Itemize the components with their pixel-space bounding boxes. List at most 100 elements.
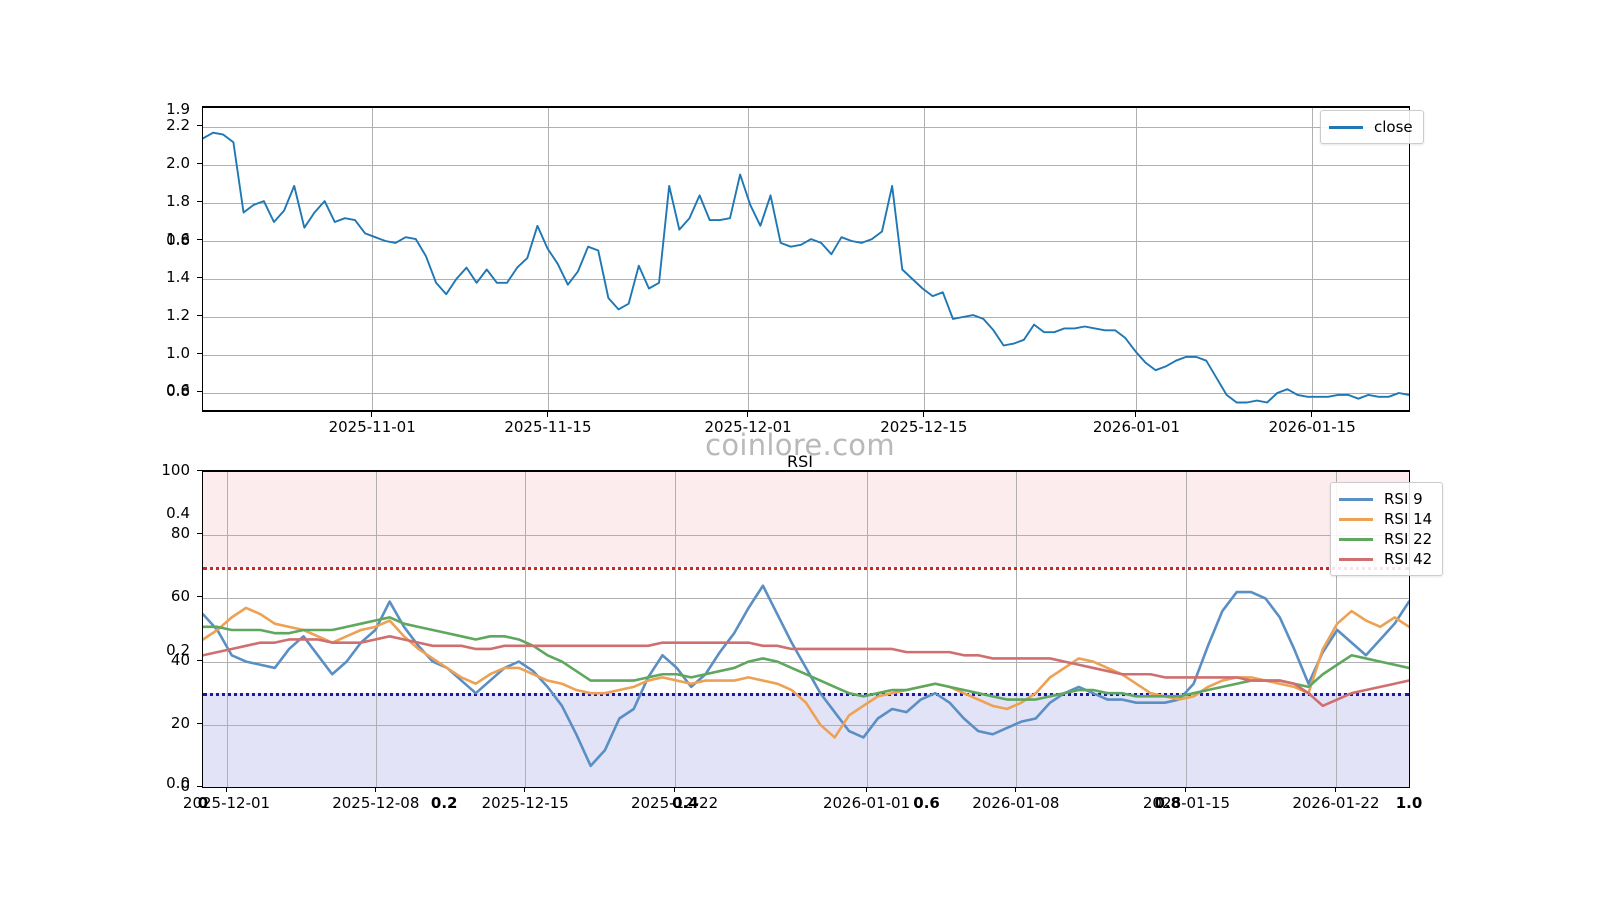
rsi-legend[interactable]: RSI 9 RSI 14 RSI 22 RSI 42 <box>1330 482 1444 576</box>
series-line <box>203 133 1409 403</box>
legend-line-swatch <box>1339 537 1373 541</box>
x-axis-tick-label: 2025-12-01 <box>704 418 792 436</box>
price-legend[interactable]: close <box>1320 110 1424 144</box>
gridline-vertical <box>1015 472 1017 787</box>
x-axis-tick-label: 2026-01-15 <box>1268 418 1356 436</box>
y-axis-tick-mark <box>197 125 202 126</box>
legend-line-swatch <box>1329 125 1363 129</box>
gridline-horizontal <box>203 661 1409 663</box>
gridline-vertical <box>1136 108 1138 410</box>
y-axis-tick-mark <box>197 239 202 240</box>
legend-item[interactable]: close <box>1329 117 1413 137</box>
series-line <box>203 586 1409 766</box>
x-axis-tick-mark <box>1311 412 1313 417</box>
rsi-chart-title: RSI <box>787 452 813 471</box>
y-axis-tick-mark <box>197 391 202 392</box>
x-axis-tick-mark <box>225 787 227 792</box>
gridline-vertical <box>923 108 925 410</box>
y-axis-tick-label: 1.9 <box>166 99 190 118</box>
x-axis-tick-mark <box>371 412 373 417</box>
gridline-horizontal <box>203 535 1409 537</box>
y-axis-tick-label: 0.8 <box>166 230 190 249</box>
oversold-band <box>203 693 1409 787</box>
legend-item[interactable]: RSI 14 <box>1339 509 1432 529</box>
y-axis-tick-label: 0.2 <box>166 641 190 660</box>
rsi-chart-panel <box>202 470 1410 788</box>
x-axis-tick-label: 2025-12-15 <box>481 794 569 812</box>
x-axis-tick-mark <box>374 787 376 792</box>
y-axis-tick-mark <box>197 786 202 787</box>
x-axis-tick-label: 2025-11-15 <box>504 418 592 436</box>
x-axis-tick-label: 0.6 <box>913 794 940 812</box>
gridline-vertical <box>547 108 549 410</box>
legend-line-swatch <box>1339 517 1373 521</box>
overbought-band <box>203 472 1409 567</box>
y-axis-tick-label: 40 <box>170 650 190 669</box>
y-axis-tick-mark <box>197 596 202 598</box>
x-axis-tick-label: 2025-11-01 <box>328 418 416 436</box>
x-axis-tick-mark <box>865 787 867 792</box>
y-axis-tick-label: 1.0 <box>166 344 190 362</box>
y-axis-tick-mark <box>197 353 202 354</box>
legend-item[interactable]: RSI 22 <box>1339 529 1432 549</box>
x-axis-tick-mark <box>922 412 924 417</box>
x-axis-tick-label: 0 <box>197 794 209 812</box>
y-axis-tick-mark <box>197 659 202 661</box>
gridline-horizontal <box>203 724 1409 726</box>
gridline-horizontal <box>203 203 1409 204</box>
x-axis-tick-label: 2025-12-01 <box>182 794 271 812</box>
gridline-horizontal <box>203 165 1409 166</box>
gridline-horizontal <box>203 355 1409 356</box>
gridline-horizontal <box>203 317 1409 318</box>
x-axis-tick-label: 2025-12-15 <box>880 418 968 436</box>
legend-item[interactable]: RSI 42 <box>1339 549 1432 569</box>
legend-item-label: RSI 22 <box>1384 529 1433 548</box>
x-axis-tick-label: 2026-01-01 <box>822 794 911 812</box>
x-axis-tick-label: 2026-01-08 <box>972 794 1060 812</box>
y-axis-tick-mark <box>197 533 202 535</box>
gridline-vertical <box>1312 108 1314 410</box>
x-axis-tick-mark <box>747 412 749 417</box>
y-axis-tick-label: 100 <box>161 461 190 479</box>
y-axis-tick-label: 0.4 <box>166 503 190 522</box>
gridline-vertical <box>866 472 868 787</box>
x-axis-tick-label: 0.2 <box>430 794 458 812</box>
gridline-vertical <box>372 108 374 410</box>
legend-line-swatch <box>1339 557 1373 561</box>
price-chart-panel <box>202 106 1410 412</box>
y-axis-tick-mark <box>197 277 202 278</box>
legend-item-label: RSI 42 <box>1384 549 1433 568</box>
y-axis-tick-mark <box>197 470 202 471</box>
legend-item-label: RSI 9 <box>1384 489 1423 508</box>
x-axis-tick-label: 2026-01-15 <box>1142 794 1231 812</box>
series-line <box>203 617 1409 699</box>
gridline-vertical <box>1186 472 1188 787</box>
y-axis-tick-label: 60 <box>170 587 190 606</box>
y-axis-tick-label: 1.6 <box>166 230 190 248</box>
overbought-threshold-line <box>203 566 1409 570</box>
y-axis-tick-label: 1.4 <box>166 268 190 286</box>
series-line <box>203 636 1409 706</box>
x-axis-tick-label: 2025-12-08 <box>332 794 420 812</box>
x-axis-tick-label: 1.0 <box>1395 794 1423 812</box>
gridline-horizontal <box>203 127 1409 128</box>
rsi-line-plot <box>203 472 1409 788</box>
gridline-horizontal <box>203 598 1409 600</box>
legend-line-swatch <box>1339 497 1373 501</box>
x-axis-tick-mark <box>1334 787 1336 792</box>
price-line-plot <box>203 108 1409 412</box>
x-axis-tick-label: 0.4 <box>672 794 699 812</box>
gridline-horizontal <box>203 393 1409 394</box>
legend-item[interactable]: RSI 9 <box>1339 489 1432 509</box>
x-axis-tick-label: 0.8 <box>1154 794 1182 812</box>
y-axis-tick-label: 1.8 <box>166 192 190 210</box>
gridline-vertical <box>748 108 750 410</box>
x-axis-tick-mark <box>1135 412 1137 417</box>
y-axis-tick-label: 0.0 <box>166 773 190 792</box>
y-axis-tick-label: 0.6 <box>166 381 190 400</box>
y-axis-tick-mark <box>197 315 202 316</box>
x-axis-tick-mark <box>673 787 675 792</box>
y-axis-tick-label: 2.2 <box>166 116 190 134</box>
y-axis-tick-mark <box>197 722 202 724</box>
